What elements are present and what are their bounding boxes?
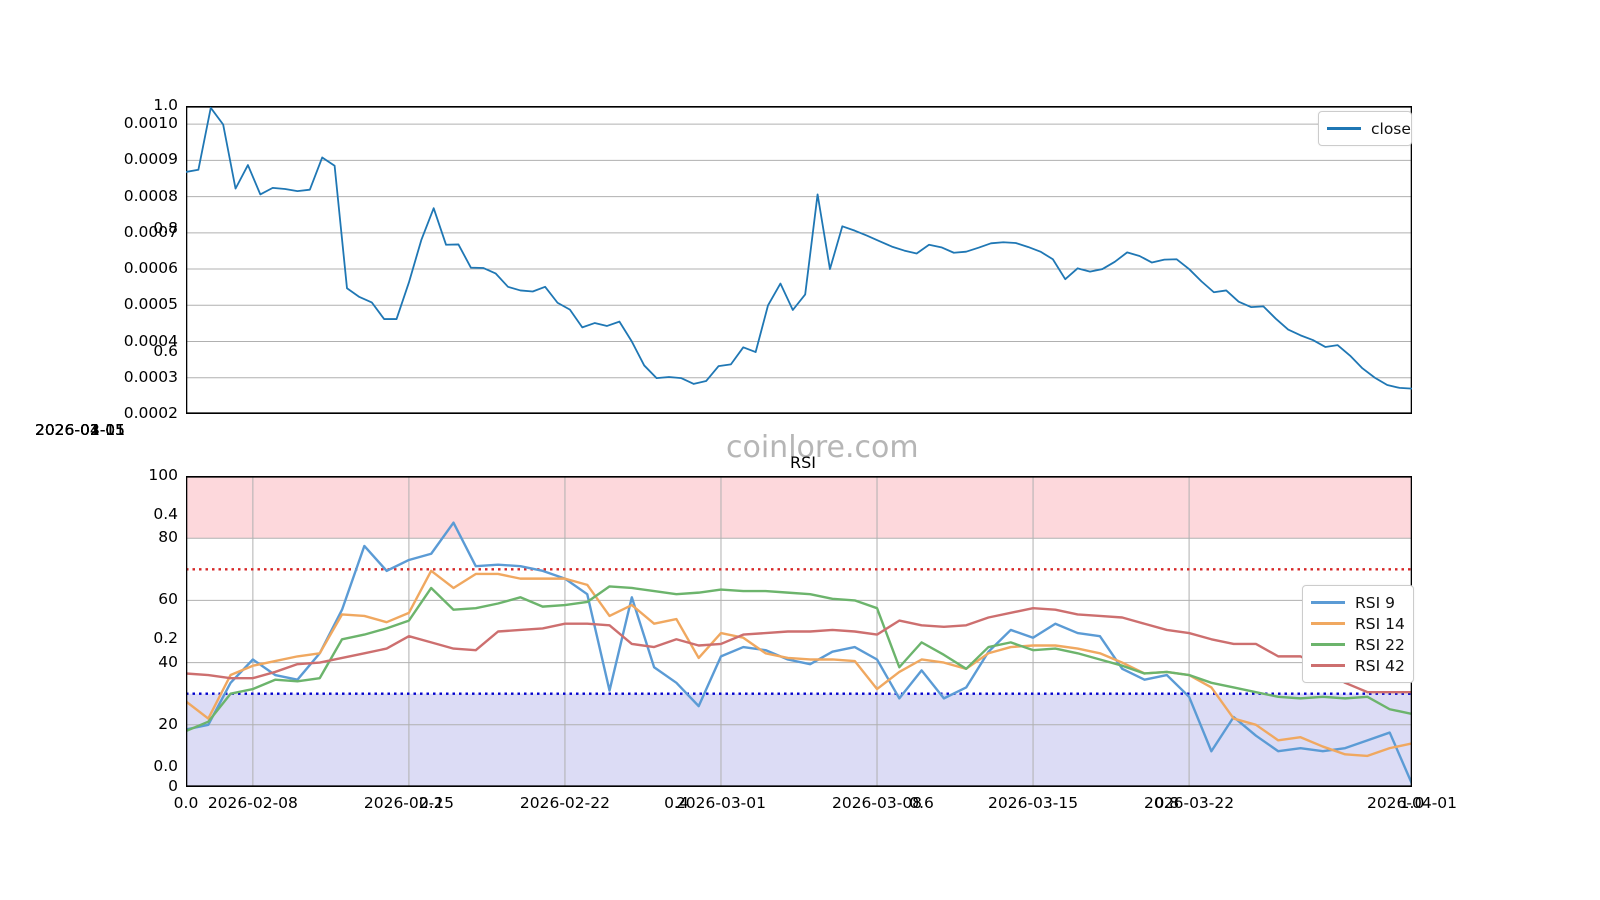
watermark: coinlore.com [726,430,919,465]
rsi-x-tick: 2026-03-08 [831,794,923,812]
legend-swatch-icon [1311,664,1345,667]
rsi-x-overlay-tick: 0.0 [173,794,199,812]
legend-label: RSI 9 [1355,593,1395,612]
price-y-tick: 0.0005 [123,295,178,314]
rsi-y-tick: 40 [158,652,178,671]
rsi-chart-panel [186,476,1412,787]
price-y-tick: 0.0007 [123,222,178,241]
rsi-x-overlay-tick: 0.6 [909,794,934,812]
rsi-line-rsi-9 [186,521,1412,786]
legend-item-rsi-14[interactable]: RSI 14 [1311,613,1405,634]
legend-swatch-icon [1311,622,1345,625]
price-chart-legend[interactable]: close [1318,111,1412,146]
rsi-y-tick: 20 [158,714,178,733]
price-chart-panel [186,106,1412,414]
price-x-tick: 2026-01-01 [34,421,126,439]
rsi-x-tick: 2026-04-01 [1366,794,1458,812]
price-y-overlay-tick: 0.6 [153,342,178,361]
price-chart-canvas [186,106,1412,414]
rsi-y-overlay-tick: 0.4 [153,504,178,523]
rsi-line-rsi-14 [186,569,1412,758]
legend-item-rsi-42[interactable]: RSI 42 [1311,655,1405,676]
rsi-x-overlay-tick: 0.4 [664,794,689,812]
close-price-line [186,106,1412,390]
price-y-tick: 0.0003 [123,367,178,386]
price-y-tick: 0.0008 [123,186,178,205]
price-x-tick: 2026-02-15 [34,421,126,439]
rsi-band-oversold [186,693,1412,787]
rsi-x-tick: 2026-03-22 [1144,794,1235,812]
rsi-x-overlay-tick: 0.8 [1154,794,1180,812]
price-x-tick: 2026-04-01 [34,421,126,439]
price-y-tick: 0.0010 [123,114,178,133]
price-y-tick: 0.0004 [123,331,178,350]
rsi-x-tick: 2026-02-15 [363,794,454,812]
legend-item-rsi-22[interactable]: RSI 22 [1311,634,1405,655]
legend-swatch-icon [1311,601,1345,604]
rsi-y-tick: 80 [158,528,178,547]
rsi-x-overlay-tick: 0.2 [418,794,444,812]
legend-label: RSI 14 [1355,614,1405,633]
legend-label: RSI 42 [1355,656,1405,675]
price-y-overlay-tick: 1.0 [153,96,178,114]
price-y-overlay-tick: 0.8 [153,219,178,238]
rsi-chart-legend[interactable]: RSI 9 RSI 14 RSI 22 RSI 42 [1302,585,1414,683]
price-x-tick: 2026-03-01 [34,421,126,439]
legend-label: close [1371,119,1411,138]
rsi-line-rsi-42 [186,606,1412,694]
rsi-y-overlay-tick: 0.0 [153,756,178,775]
price-x-tick: 2026-03-15 [34,421,126,439]
legend-label: RSI 22 [1355,635,1405,654]
rsi-y-tick: 100 [148,466,178,484]
rsi-y-tick: 0 [168,777,178,795]
price-y-tick: 0.0002 [123,404,178,422]
price-x-tick: 2026-02-01 [34,421,126,439]
rsi-band-overbought [186,476,1412,539]
legend-swatch-icon [1327,127,1361,130]
legend-swatch-icon [1311,643,1345,646]
price-y-tick: 0.0006 [123,259,178,278]
legend-item-rsi-9[interactable]: RSI 9 [1311,592,1404,613]
rsi-x-tick: 2026-03-15 [988,794,1079,812]
rsi-y-tick: 60 [158,590,178,609]
rsi-x-tick: 2026-03-01 [675,794,767,812]
rsi-y-overlay-tick: 0.2 [153,629,178,648]
rsi-x-tick: 2026-02-22 [519,794,610,812]
price-y-tick: 0.0009 [123,150,178,169]
rsi-x-overlay-tick: 1.0 [1399,794,1425,812]
rsi-line-rsi-22 [186,585,1412,733]
rsi-chart-canvas [186,476,1412,787]
legend-item-close[interactable]: close [1327,118,1411,139]
price-x-tick: 2026-01-15 [34,421,126,439]
rsi-panel-title: RSI [790,453,816,472]
rsi-x-tick: 2026-02-08 [207,794,298,812]
